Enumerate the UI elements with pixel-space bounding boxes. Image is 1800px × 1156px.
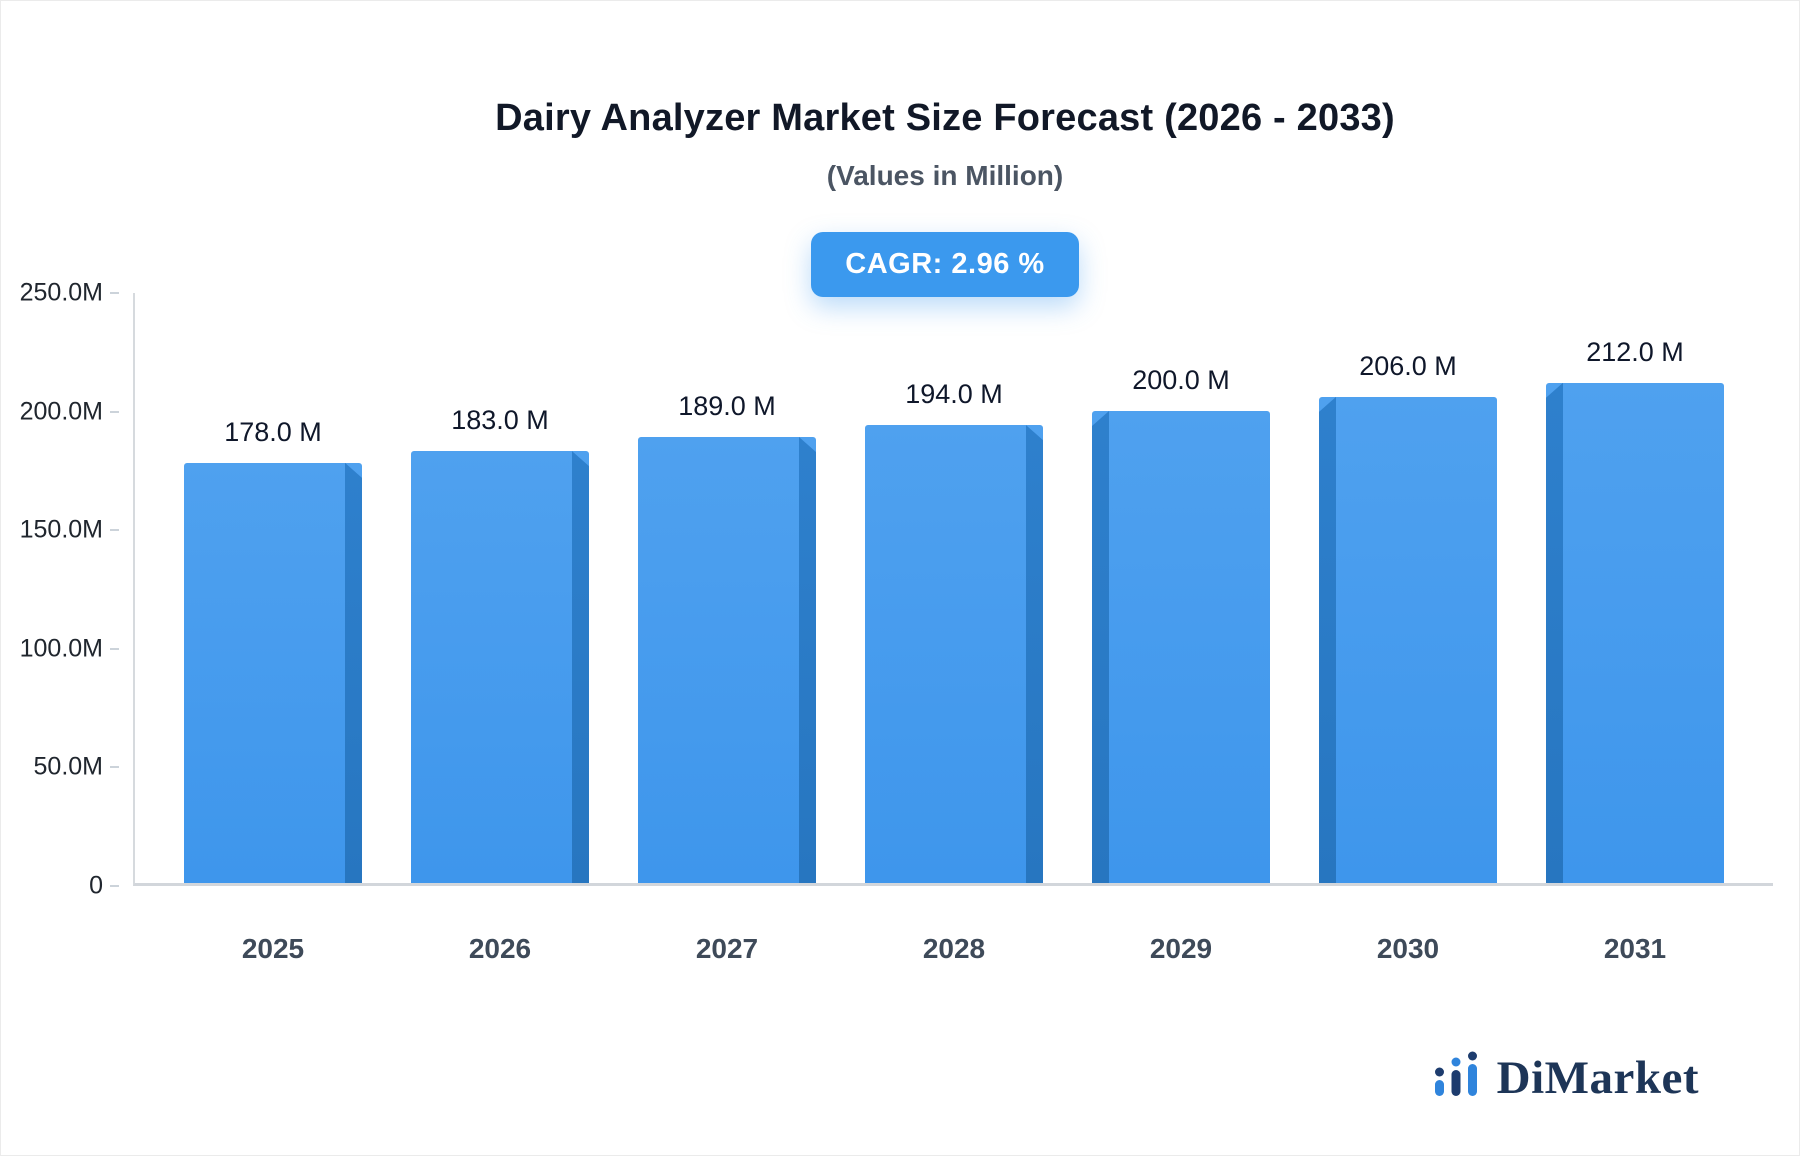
y-axis-tick-label: 0 xyxy=(89,871,103,900)
y-axis-tick-mark xyxy=(110,885,119,887)
y-axis-tick-label: 50.0M xyxy=(33,752,103,781)
y-axis-tick-mark xyxy=(110,647,119,650)
bar-face xyxy=(1546,382,1724,883)
bar-2025[interactable]: 178.0 M 2025 xyxy=(184,417,362,964)
bar-face xyxy=(411,451,589,883)
y-axis-labels: 250.0M 200.0M 150.0M 100.0M 50.0M 0 xyxy=(1,279,119,900)
bar-2030[interactable]: 206.0 M 2030 xyxy=(1319,351,1497,964)
chart-header: Dairy Analyzer Market Size Forecast (202… xyxy=(1,1,1799,297)
x-axis-label: 2028 xyxy=(922,933,986,964)
bar-value-label: 183.0 M xyxy=(451,405,549,436)
bar-face xyxy=(638,436,816,883)
bar-value-label: 212.0 M xyxy=(1586,336,1684,367)
bar-chart-dots-icon xyxy=(1429,1048,1483,1107)
y-axis-tick-mark xyxy=(110,529,119,532)
bar-face xyxy=(184,462,362,883)
y-axis-tick-mark xyxy=(110,292,119,294)
y-axis-tick-label: 100.0M xyxy=(19,634,103,663)
y-axis-tick-label: 200.0M xyxy=(19,397,103,426)
bar-2031[interactable]: 212.0 M 2031 xyxy=(1546,337,1724,964)
logo-text: DiMarket xyxy=(1496,1051,1699,1104)
bar-value-label: 194.0 M xyxy=(905,379,1003,410)
y-axis-tick-label: 150.0M xyxy=(19,515,103,544)
x-axis-label: 2027 xyxy=(695,933,759,964)
bar-face xyxy=(1319,396,1497,883)
bar-side-shade xyxy=(572,451,589,883)
bar-side-shade xyxy=(799,436,816,883)
x-axis-label: 2025 xyxy=(241,933,305,964)
cagr-badge: CAGR: 2.96 % xyxy=(811,232,1079,297)
bar-side-shade xyxy=(1546,382,1563,883)
bar-face xyxy=(865,425,1043,883)
bar-value-label: 206.0 M xyxy=(1359,350,1457,381)
bar-2029[interactable]: 200.0 M 2029 xyxy=(1092,365,1270,964)
bar-side-shade xyxy=(1319,396,1336,883)
bar-value-label: 200.0 M xyxy=(1132,365,1230,395)
bar-face xyxy=(1092,411,1270,883)
x-axis-label: 2029 xyxy=(1149,933,1213,964)
bar-side-shade xyxy=(1092,411,1109,883)
bar-value-label: 178.0 M xyxy=(224,416,322,447)
dimarket-logo: DiMarket xyxy=(1429,1048,1699,1107)
x-axis-label: 2031 xyxy=(1603,933,1667,964)
x-axis-label: 2026 xyxy=(468,933,532,964)
bar-side-shade xyxy=(345,462,362,883)
y-axis-tick-mark xyxy=(110,766,119,769)
bar-2027[interactable]: 189.0 M 2027 xyxy=(638,391,816,964)
chart-title: Dairy Analyzer Market Size Forecast (202… xyxy=(495,97,1395,139)
chart-subtitle: (Values in Million) xyxy=(826,160,1064,191)
x-axis-label: 2030 xyxy=(1376,933,1440,964)
bar-side-shade xyxy=(1026,425,1043,883)
y-axis-tick-label: 250.0M xyxy=(19,278,103,307)
y-axis-tick-mark xyxy=(110,410,119,413)
plot-area: 178.0 M 2025 183.0 M 2026 189.0 M 2027 194.0 M… xyxy=(133,293,1773,964)
bar-2028[interactable]: 194.0 M 2028 xyxy=(865,379,1043,964)
bar-value-label: 189.0 M xyxy=(678,390,776,421)
bar-2026[interactable]: 183.0 M 2026 xyxy=(411,405,589,964)
